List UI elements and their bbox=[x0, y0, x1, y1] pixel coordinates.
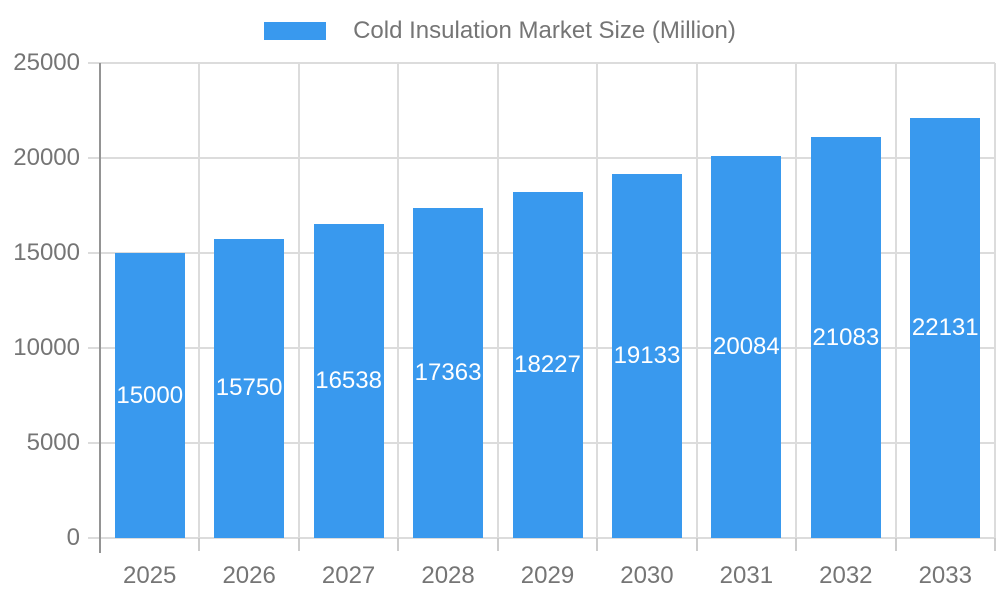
bar: 19133 bbox=[611, 174, 682, 538]
bar: 21083 bbox=[810, 137, 881, 538]
x-axis-tick bbox=[198, 538, 201, 551]
x-tick-label: 2028 bbox=[421, 562, 475, 589]
x-axis-tick bbox=[596, 538, 599, 551]
gridline-v bbox=[695, 63, 698, 538]
y-axis-line bbox=[99, 63, 101, 553]
x-axis-tick bbox=[994, 538, 996, 551]
x-axis-tick bbox=[795, 538, 798, 551]
x-axis-tick bbox=[496, 538, 499, 551]
x-axis-tick bbox=[894, 538, 897, 551]
bar: 22131 bbox=[910, 117, 981, 538]
gridline-v bbox=[496, 63, 499, 538]
x-tick-label: 2031 bbox=[719, 562, 774, 589]
bar-value-label: 20084 bbox=[713, 333, 780, 361]
gridline-v bbox=[894, 63, 897, 538]
gridline-h bbox=[88, 157, 995, 159]
x-axis-tick bbox=[297, 538, 300, 551]
bar-value-label: 15000 bbox=[116, 381, 184, 409]
bar: 17363 bbox=[413, 208, 484, 538]
bar: 18227 bbox=[512, 191, 583, 538]
x-tick-label: 2029 bbox=[520, 562, 575, 589]
bar-value-label: 19133 bbox=[613, 342, 681, 370]
gridline-v bbox=[795, 63, 798, 538]
bar-value-label: 21083 bbox=[812, 323, 880, 351]
bar: 15750 bbox=[214, 238, 285, 538]
bar: 20084 bbox=[711, 156, 782, 538]
gridline-h bbox=[88, 62, 995, 64]
y-tick-label: 5000 bbox=[26, 429, 80, 456]
bar: 15000 bbox=[114, 253, 185, 538]
gridline-v bbox=[596, 63, 599, 538]
gridline-v bbox=[297, 63, 300, 538]
legend-label: Cold Insulation Market Size (Million) bbox=[353, 17, 736, 44]
bar-value-label: 15750 bbox=[215, 374, 283, 402]
x-tick-label: 2030 bbox=[620, 562, 674, 589]
x-tick-label: 2033 bbox=[918, 562, 972, 589]
bar: 16538 bbox=[313, 223, 384, 538]
x-axis-tick bbox=[397, 538, 400, 551]
bar-value-label: 18227 bbox=[514, 350, 581, 378]
gridline-v bbox=[198, 63, 201, 538]
y-tick-label: 25000 bbox=[13, 49, 80, 76]
y-tick-label: 10000 bbox=[13, 334, 80, 361]
x-tick-label: 2027 bbox=[321, 562, 376, 589]
bar-value-label: 22131 bbox=[911, 313, 979, 341]
gridline-v bbox=[994, 63, 996, 538]
bar-value-label: 16538 bbox=[315, 366, 382, 394]
gridline-h bbox=[88, 537, 995, 539]
x-axis-tick bbox=[695, 538, 698, 551]
x-tick-label: 2026 bbox=[222, 562, 276, 589]
y-tick-label: 15000 bbox=[13, 239, 80, 266]
y-tick-label: 0 bbox=[66, 524, 80, 551]
chart-legend: Cold Insulation Market Size (Million) bbox=[0, 16, 1000, 46]
gridline-v bbox=[397, 63, 400, 538]
y-tick-label: 20000 bbox=[13, 144, 80, 171]
legend-swatch bbox=[264, 22, 327, 40]
bar-value-label: 17363 bbox=[414, 359, 482, 387]
x-tick-label: 2032 bbox=[819, 562, 873, 589]
x-tick-label: 2025 bbox=[123, 562, 177, 589]
